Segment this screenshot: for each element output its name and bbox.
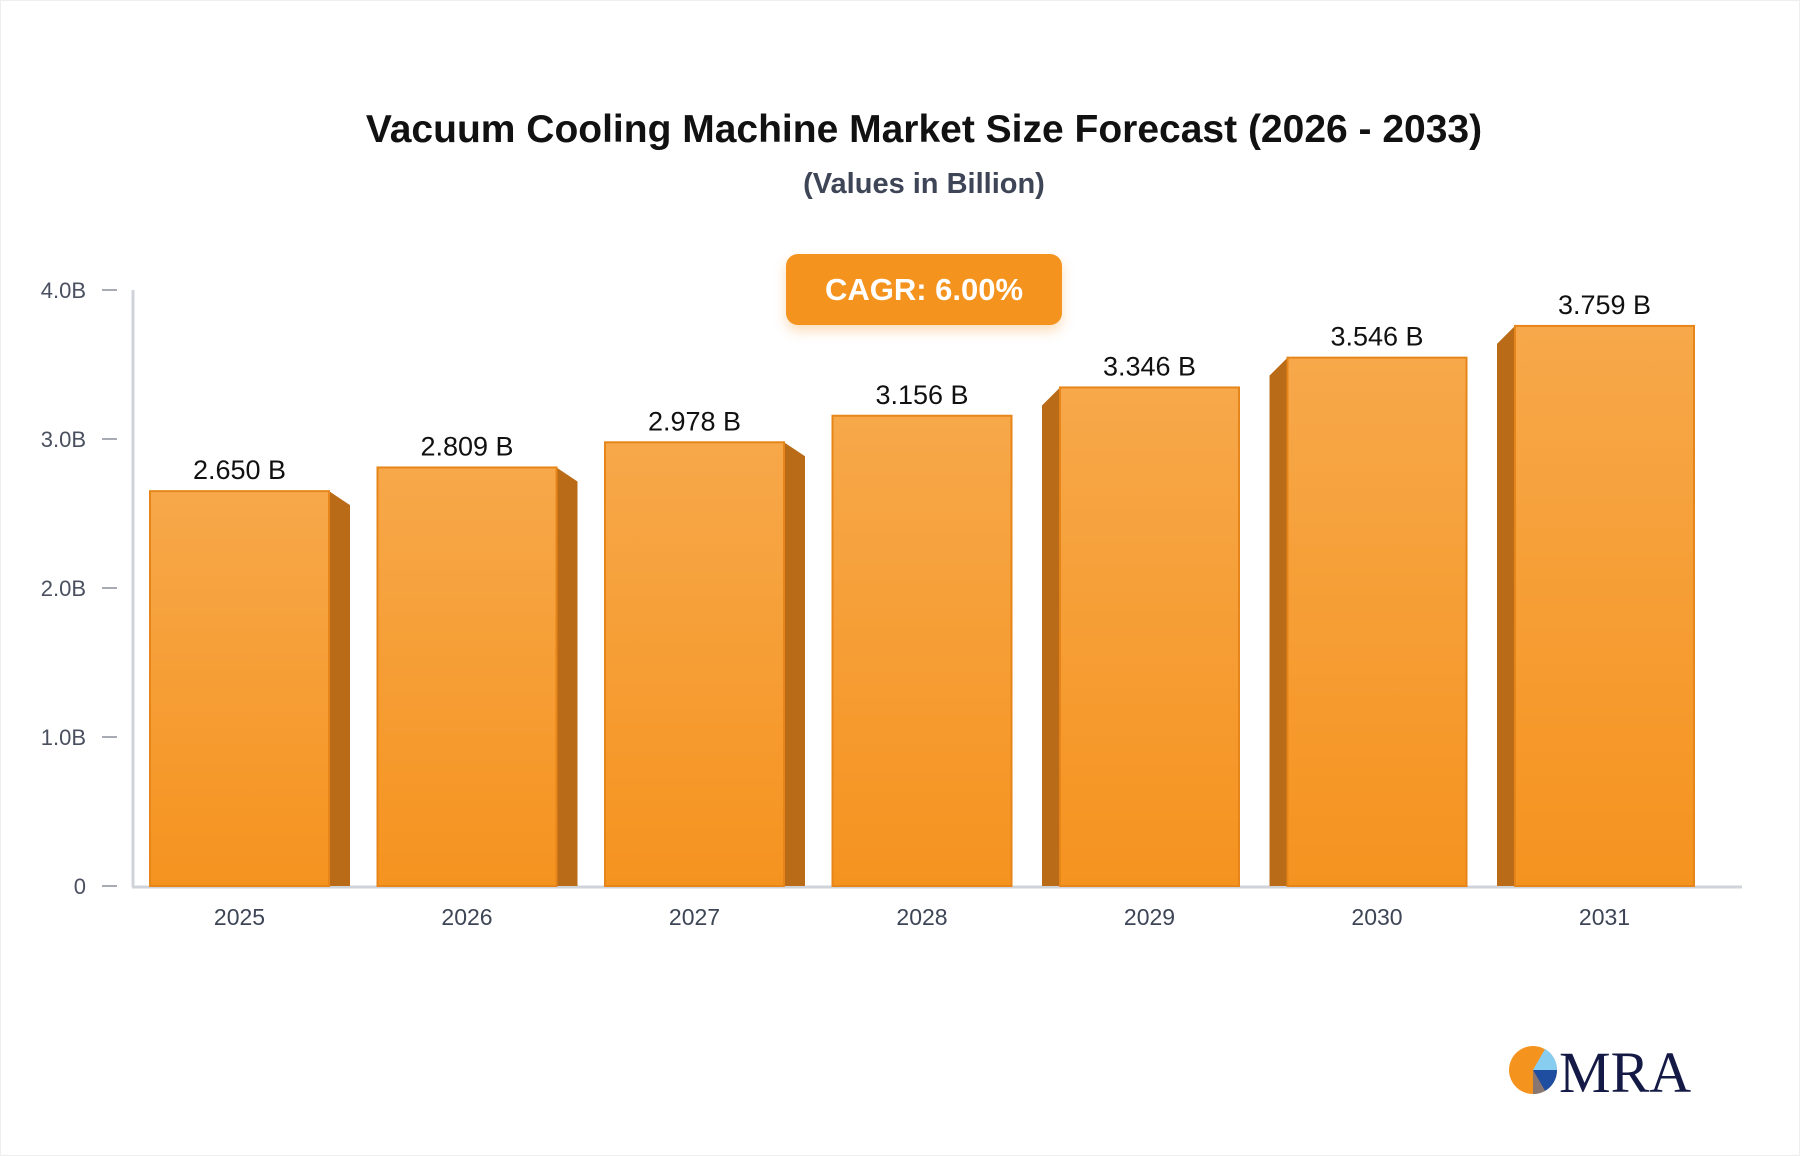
- bar-group: 3.546 B 2030: [1269, 322, 1468, 930]
- bar-side: [784, 442, 805, 886]
- bar: [149, 490, 330, 887]
- y-tick-label: 3.0B: [41, 427, 86, 452]
- bar-group: 2.809 B 2026: [376, 431, 578, 930]
- bar: [1059, 386, 1240, 887]
- x-tick-label: 2030: [1351, 904, 1402, 930]
- bar-group: 2.978 B 2027: [604, 406, 805, 930]
- bar-group: 2.650 B 2025: [149, 455, 350, 930]
- bar-group: 3.156 B 2028: [831, 380, 1013, 930]
- y-tick-label: 2.0B: [41, 576, 86, 601]
- bar: [1286, 356, 1468, 887]
- y-tick-label: 4.0B: [41, 278, 86, 303]
- chart-title: Vacuum Cooling Machine Market Size Forec…: [365, 108, 1483, 151]
- y-tick-label: 1.0B: [41, 725, 86, 750]
- x-tick-label: 2027: [669, 904, 720, 930]
- bar: [831, 414, 1013, 887]
- data-label: 3.759 B: [1558, 290, 1651, 320]
- chart-subtitle: (Values in Billion): [803, 168, 1045, 200]
- data-label: 3.546 B: [1330, 322, 1423, 352]
- y-tick-label: 0: [74, 874, 86, 899]
- data-label: 2.978 B: [648, 406, 741, 436]
- x-tick-label: 2026: [441, 904, 492, 930]
- x-tick-label: 2025: [214, 904, 265, 930]
- bar-side: [556, 467, 578, 886]
- data-label: 3.346 B: [1103, 351, 1196, 381]
- bar-side: [1042, 387, 1060, 886]
- logo-text: MRA: [1559, 1040, 1691, 1100]
- bar-side: [1497, 325, 1515, 886]
- x-tick-label: 2031: [1579, 904, 1630, 930]
- bar: [376, 466, 558, 887]
- data-label: 2.650 B: [193, 455, 286, 485]
- cagr-badge: CAGR: 6.00%: [786, 254, 1062, 325]
- bar: [604, 441, 785, 887]
- bar: [1514, 324, 1695, 887]
- bar-group: 3.346 B 2029: [1042, 351, 1240, 930]
- bar-side: [1269, 357, 1288, 886]
- x-tick-label: 2028: [896, 904, 947, 930]
- data-label: 3.156 B: [875, 380, 968, 410]
- bar-side: [329, 491, 350, 886]
- x-tick-label: 2029: [1124, 904, 1175, 930]
- data-label: 2.809 B: [420, 431, 513, 461]
- mra-logo: MRA: [1509, 1040, 1691, 1100]
- bar-group: 3.759 B 2031: [1497, 290, 1695, 930]
